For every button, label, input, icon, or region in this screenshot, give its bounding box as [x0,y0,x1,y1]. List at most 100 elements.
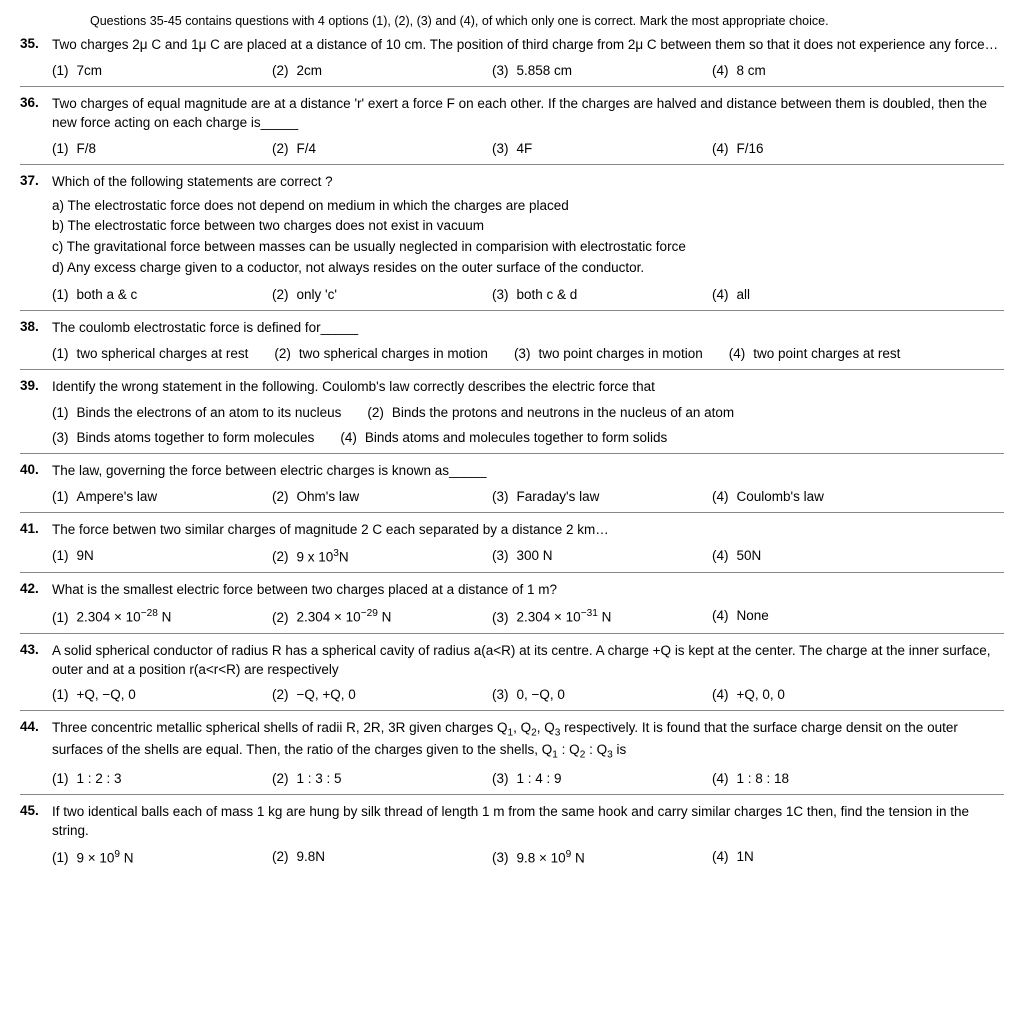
option[interactable]: (4)None [712,608,932,625]
option-label: (3) [492,287,509,302]
option[interactable]: (4)all [712,287,932,302]
option[interactable]: (3)9.8 × 109 N [492,849,712,866]
option[interactable]: (4)1N [712,849,932,866]
question: 42.What is the smallest electric force b… [20,581,1004,624]
option-value: Binds atoms and molecules together to fo… [365,430,667,445]
option-label: (2) [272,63,289,78]
question-text: Identify the wrong statement in the foll… [52,378,1004,397]
option-value: 9 × 109 N [77,849,134,866]
option[interactable]: (3)both c & d [492,287,712,302]
option[interactable]: (1)+Q, −Q, 0 [52,687,272,702]
question-number: 37. [20,173,52,188]
option[interactable]: (2)F/4 [272,141,492,156]
question-text: Two charges 2μ C and 1μ C are placed at … [52,36,1004,55]
option[interactable]: (4)Binds atoms and molecules together to… [340,430,667,445]
option-label: (3) [492,850,509,865]
option[interactable]: (3) Faraday's law [492,489,712,504]
option-label: (1) [52,141,69,156]
option[interactable]: (2)1 : 3 : 5 [272,771,492,786]
option[interactable]: (4)Coulomb's law [712,489,932,504]
option-value: 2cm [297,63,323,78]
option[interactable]: (1) 9 × 109 N [52,849,272,866]
question: 35.Two charges 2μ C and 1μ C are placed … [20,36,1004,78]
option[interactable]: (3)0, −Q, 0 [492,687,712,702]
question-text: Two charges of equal magnitude are at a … [52,95,1004,133]
option-value: 1 : 4 : 9 [517,771,562,786]
option[interactable]: (1)Binds the electrons of an atom to its… [52,405,341,420]
option[interactable]: (2)two spherical charges in motion [274,346,488,361]
option[interactable]: (1)9N [52,548,272,565]
option-value: only 'c' [297,287,337,302]
question-text: Three concentric metallic spherical shel… [52,719,1004,763]
option-label: (4) [712,63,729,78]
option[interactable]: (2) 9 x 103N [272,548,492,565]
option-label: (3) [514,346,531,361]
option-value: F/16 [737,141,764,156]
options-row: (1)Ampere's law(2)Ohm's law(3) Faraday's … [52,489,1004,504]
option-label: (3) [492,489,509,504]
option[interactable]: (2) Binds the protons and neutrons in the… [367,405,734,420]
option[interactable]: (3)300 N [492,548,712,565]
option[interactable]: (3)two point charges in motion [514,346,703,361]
option[interactable]: (3)1 : 4 : 9 [492,771,712,786]
separator [20,794,1004,795]
question: 36.Two charges of equal magnitude are at… [20,95,1004,156]
option-label: (2) [274,346,291,361]
option[interactable]: (2)9.8N [272,849,492,866]
option-value: 9N [77,548,94,563]
option[interactable]: (4)50N [712,548,932,565]
option-value: Faraday's law [517,489,600,504]
option-value: all [737,287,751,302]
question: 38.The coulomb electrostatic force is de… [20,319,1004,361]
option-value: Binds the protons and neutrons in the nu… [392,405,734,420]
option[interactable]: (3)4F [492,141,712,156]
separator [20,710,1004,711]
option-value: 2.304 × 10−31 N [517,608,612,625]
option[interactable]: (4)1 : 8 : 18 [712,771,932,786]
option-value: F/8 [77,141,97,156]
option-label: (3) [492,687,509,702]
option[interactable]: (2)−Q, +Q, 0 [272,687,492,702]
option[interactable]: (1)2.304 × 10−28 N [52,608,272,625]
option[interactable]: (1) F/8 [52,141,272,156]
option-label: (2) [272,549,289,564]
option[interactable]: (3)5.858 cm [492,63,712,78]
option-value: 9 x 103N [297,548,349,565]
option-label: (4) [712,489,729,504]
options-row: (1) 9 × 109 N (2)9.8N(3)9.8 × 109 N(4)1N [52,849,1004,866]
option-label: (2) [367,405,384,420]
option[interactable]: (4)two point charges at rest [729,346,901,361]
option[interactable]: (3)2.304 × 10−31 N [492,608,712,625]
option[interactable]: (2)Ohm's law [272,489,492,504]
option[interactable]: (4) F/16 [712,141,932,156]
options-row: (1)7cm(2) 2cm (3)5.858 cm(4)8 cm [52,63,1004,78]
option-label: (4) [712,687,729,702]
option[interactable]: (1)7cm [52,63,272,78]
option[interactable]: (2) 2cm [272,63,492,78]
separator [20,310,1004,311]
question-statements: a) The electrostatic force does not depe… [52,196,1004,280]
option-label: (1) [52,850,69,865]
question-text: The law, governing the force between ele… [52,462,1004,481]
option-label: (1) [52,287,69,302]
option-value: +Q, −Q, 0 [77,687,136,702]
option[interactable]: (4)+Q, 0, 0 [712,687,932,702]
question: 44.Three concentric metallic spherical s… [20,719,1004,786]
option[interactable]: (2)2.304 × 10−29 N [272,608,492,625]
option[interactable]: (2)only 'c' [272,287,492,302]
option[interactable]: (4)8 cm [712,63,932,78]
options-row: (1)1 : 2 : 3(2)1 : 3 : 5(3)1 : 4 : 9(4)1… [52,771,1004,786]
option[interactable]: (1)two spherical charges at rest [52,346,248,361]
option[interactable]: (1)1 : 2 : 3 [52,771,272,786]
option[interactable]: (3)Binds atoms together to form molecule… [52,430,314,445]
option-label: (2) [272,489,289,504]
option-value: Ampere's law [77,489,158,504]
option-value: 4F [517,141,533,156]
option-label: (4) [712,141,729,156]
option[interactable]: (1)both a & c [52,287,272,302]
option-value: 2.304 × 10−28 N [77,608,172,625]
option-value: two point charges at rest [753,346,900,361]
option[interactable]: (1)Ampere's law [52,489,272,504]
options-row: (1)both a & c(2)only 'c'(3)both c & d(4)… [52,287,1004,302]
options-row: (1) F/8 (2)F/4(3)4F(4) F/16 [52,141,1004,156]
